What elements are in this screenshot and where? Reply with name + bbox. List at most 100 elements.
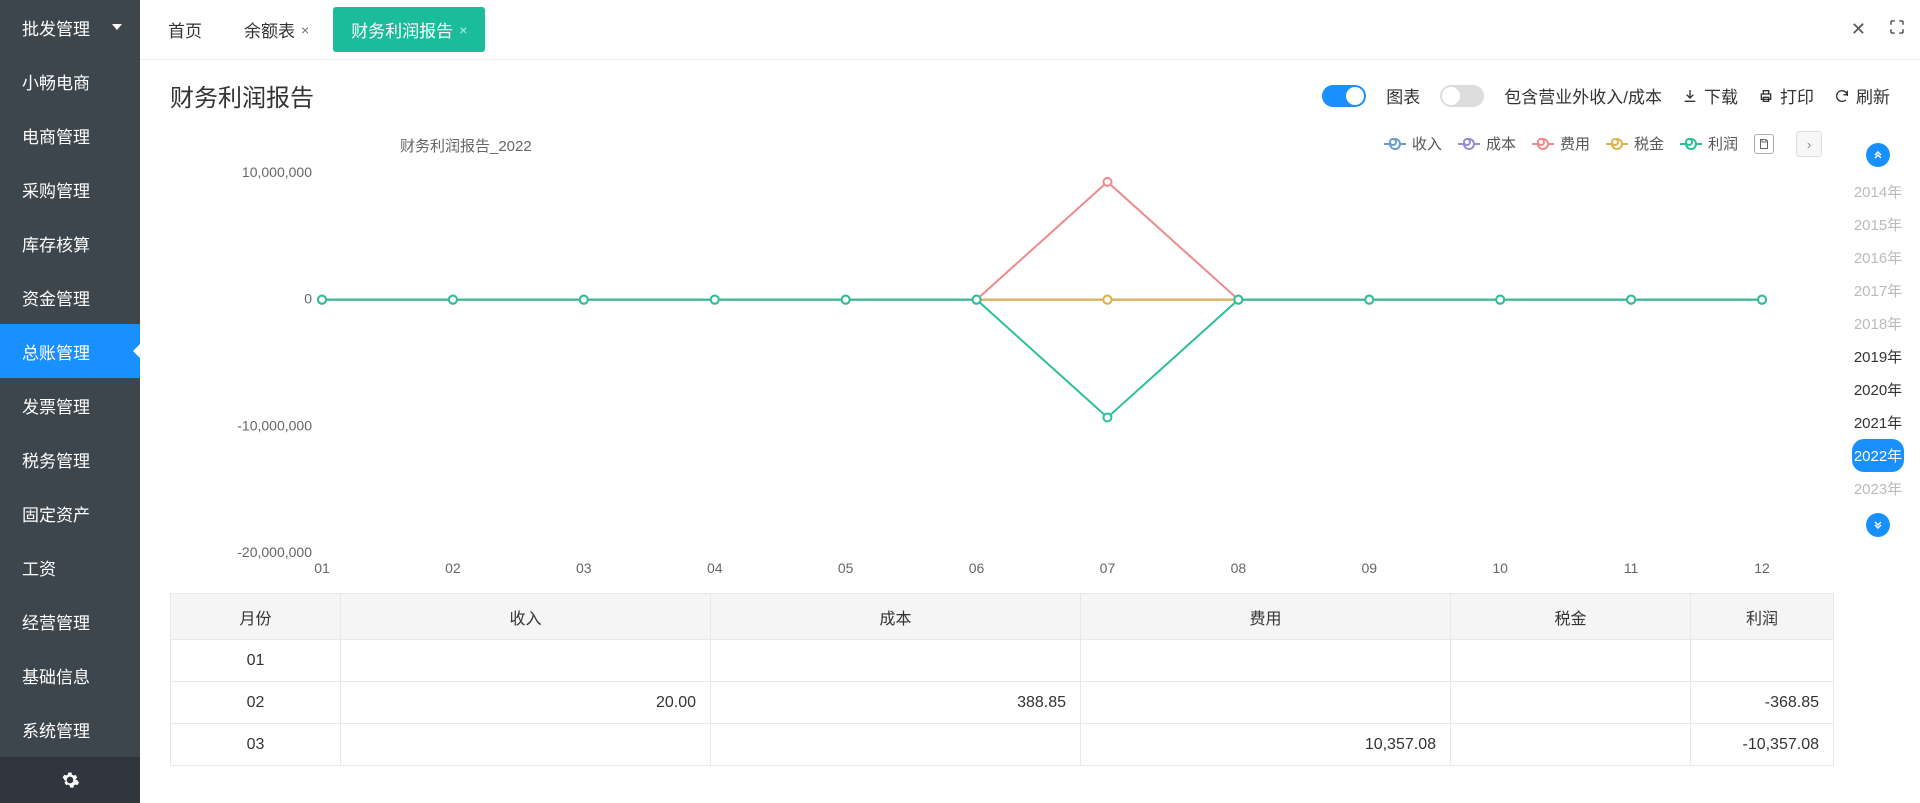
- table-cell: [341, 724, 711, 765]
- table-col-header: 月份: [171, 594, 341, 639]
- table-cell: [1081, 682, 1451, 723]
- sidebar-item-0[interactable]: 批发管理: [0, 0, 140, 54]
- download-button[interactable]: 下载: [1682, 83, 1738, 108]
- svg-text:07: 07: [1100, 560, 1116, 576]
- svg-text:08: 08: [1231, 560, 1247, 576]
- svg-text:03: 03: [576, 560, 592, 576]
- table-cell: 03: [171, 724, 341, 765]
- svg-text:04: 04: [707, 560, 723, 576]
- year-option: 2018年: [1852, 307, 1904, 340]
- table-cell: 02: [171, 682, 341, 723]
- page-title: 财务利润报告: [170, 78, 314, 113]
- chart-expand-button[interactable]: ›: [1796, 131, 1822, 157]
- svg-text:10: 10: [1492, 560, 1508, 576]
- chart-card: 财务利润报告_2022 收入成本费用税金利润 › -20,000,000 -10,…: [170, 123, 1834, 593]
- close-icon[interactable]: ✕: [1847, 15, 1870, 44]
- fullscreen-icon[interactable]: [1884, 14, 1910, 45]
- legend-item[interactable]: 税金: [1606, 133, 1664, 154]
- table-cell: [1081, 640, 1451, 681]
- table-row: 03 10,357.08 -10,357.08: [171, 723, 1833, 765]
- svg-text:06: 06: [969, 560, 985, 576]
- table-cell: 01: [171, 640, 341, 681]
- refresh-button[interactable]: 刷新: [1834, 83, 1890, 108]
- table-row: 01: [171, 639, 1833, 681]
- table-cell: [341, 640, 711, 681]
- legend-item[interactable]: 收入: [1384, 133, 1442, 154]
- table-col-header: 利润: [1691, 594, 1833, 639]
- table-cell: 10,357.08: [1081, 724, 1451, 765]
- sidebar-item-2[interactable]: 电商管理: [0, 108, 140, 162]
- table-col-header: 税金: [1451, 594, 1691, 639]
- svg-text:09: 09: [1361, 560, 1377, 576]
- data-table: 月份收入成本费用税金利润010220.00388.85-368.850310,3…: [170, 593, 1834, 766]
- year-option[interactable]: 2019年: [1852, 340, 1904, 373]
- svg-text:10,000,000: 10,000,000: [242, 164, 312, 180]
- svg-text:-20,000,000: -20,000,000: [237, 544, 312, 560]
- print-icon: [1758, 88, 1774, 104]
- tab-2[interactable]: 财务利润报告×: [333, 7, 485, 52]
- sidebar-item-3[interactable]: 采购管理: [0, 162, 140, 216]
- table-row: 0220.00388.85-368.85: [171, 681, 1833, 723]
- table-cell: [711, 640, 1081, 681]
- table-cell: [1451, 682, 1691, 723]
- sidebar-item-5[interactable]: 资金管理: [0, 270, 140, 324]
- sidebar-item-9[interactable]: 固定资产: [0, 486, 140, 540]
- year-option: 2023年: [1852, 472, 1904, 505]
- year-option: 2016年: [1852, 241, 1904, 274]
- year-option[interactable]: 2021年: [1852, 406, 1904, 439]
- svg-text:11: 11: [1624, 560, 1639, 576]
- line-chart: -20,000,000-10,000,000010,000,0000102030…: [230, 163, 1794, 583]
- sidebar-item-13[interactable]: 系统管理: [0, 702, 140, 756]
- sidebar-item-1[interactable]: 小畅电商: [0, 54, 140, 108]
- year-rail: 2014年2015年2016年2017年2018年2019年2020年2021年…: [1846, 123, 1910, 803]
- table-cell: -10,357.08: [1691, 724, 1833, 765]
- year-up-button[interactable]: [1866, 143, 1890, 167]
- year-option: 2015年: [1852, 208, 1904, 241]
- svg-text:-10,000,000: -10,000,000: [237, 417, 312, 433]
- sidebar-item-11[interactable]: 经营管理: [0, 594, 140, 648]
- table-cell: -368.85: [1691, 682, 1833, 723]
- year-option: 2014年: [1852, 175, 1904, 208]
- print-button[interactable]: 打印: [1758, 83, 1814, 108]
- svg-text:0: 0: [304, 291, 312, 307]
- refresh-icon: [1834, 88, 1850, 104]
- chart-save-icon[interactable]: [1754, 134, 1774, 154]
- year-option[interactable]: 2020年: [1852, 373, 1904, 406]
- legend-item[interactable]: 费用: [1532, 133, 1590, 154]
- tab-0[interactable]: 首页: [150, 7, 220, 52]
- year-option[interactable]: 2022年: [1852, 439, 1904, 472]
- sidebar-item-7[interactable]: 发票管理: [0, 378, 140, 432]
- sidebar-item-4[interactable]: 库存核算: [0, 216, 140, 270]
- page-header: 财务利润报告 图表 包含营业外收入/成本 下载 打印 刷新: [140, 60, 1920, 123]
- table-col-header: 费用: [1081, 594, 1451, 639]
- sidebar-item-10[interactable]: 工资: [0, 540, 140, 594]
- year-down-button[interactable]: [1866, 513, 1890, 537]
- sidebar-item-6[interactable]: 总账管理: [0, 324, 140, 378]
- chart-toggle[interactable]: [1322, 85, 1366, 107]
- chart-title: 财务利润报告_2022: [400, 135, 532, 156]
- tabbar: 首页余额表×财务利润报告× ✕: [140, 0, 1920, 60]
- table-header: 月份收入成本费用税金利润: [171, 593, 1833, 639]
- tab-close-icon[interactable]: ×: [459, 22, 467, 38]
- sidebar-item-12[interactable]: 基础信息: [0, 648, 140, 702]
- settings-gear[interactable]: [0, 757, 140, 803]
- svg-text:05: 05: [838, 560, 854, 576]
- gear-icon: [60, 770, 80, 790]
- sidebar-item-8[interactable]: 税务管理: [0, 432, 140, 486]
- tab-close-icon[interactable]: ×: [301, 22, 309, 38]
- year-option: 2017年: [1852, 274, 1904, 307]
- legend-item[interactable]: 成本: [1458, 133, 1516, 154]
- chart-legend: 收入成本费用税金利润: [1384, 133, 1774, 154]
- table-cell: [1451, 724, 1691, 765]
- tab-1[interactable]: 余额表×: [226, 7, 327, 52]
- svg-text:02: 02: [445, 560, 461, 576]
- sidebar: 批发管理小畅电商电商管理采购管理库存核算资金管理总账管理发票管理税务管理固定资产…: [0, 0, 140, 803]
- download-icon: [1682, 88, 1698, 104]
- include-nonop-toggle[interactable]: [1440, 85, 1484, 107]
- table-col-header: 成本: [711, 594, 1081, 639]
- table-cell: [1691, 640, 1833, 681]
- legend-item[interactable]: 利润: [1680, 133, 1738, 154]
- table-cell: [1451, 640, 1691, 681]
- table-cell: [711, 724, 1081, 765]
- table-col-header: 收入: [341, 594, 711, 639]
